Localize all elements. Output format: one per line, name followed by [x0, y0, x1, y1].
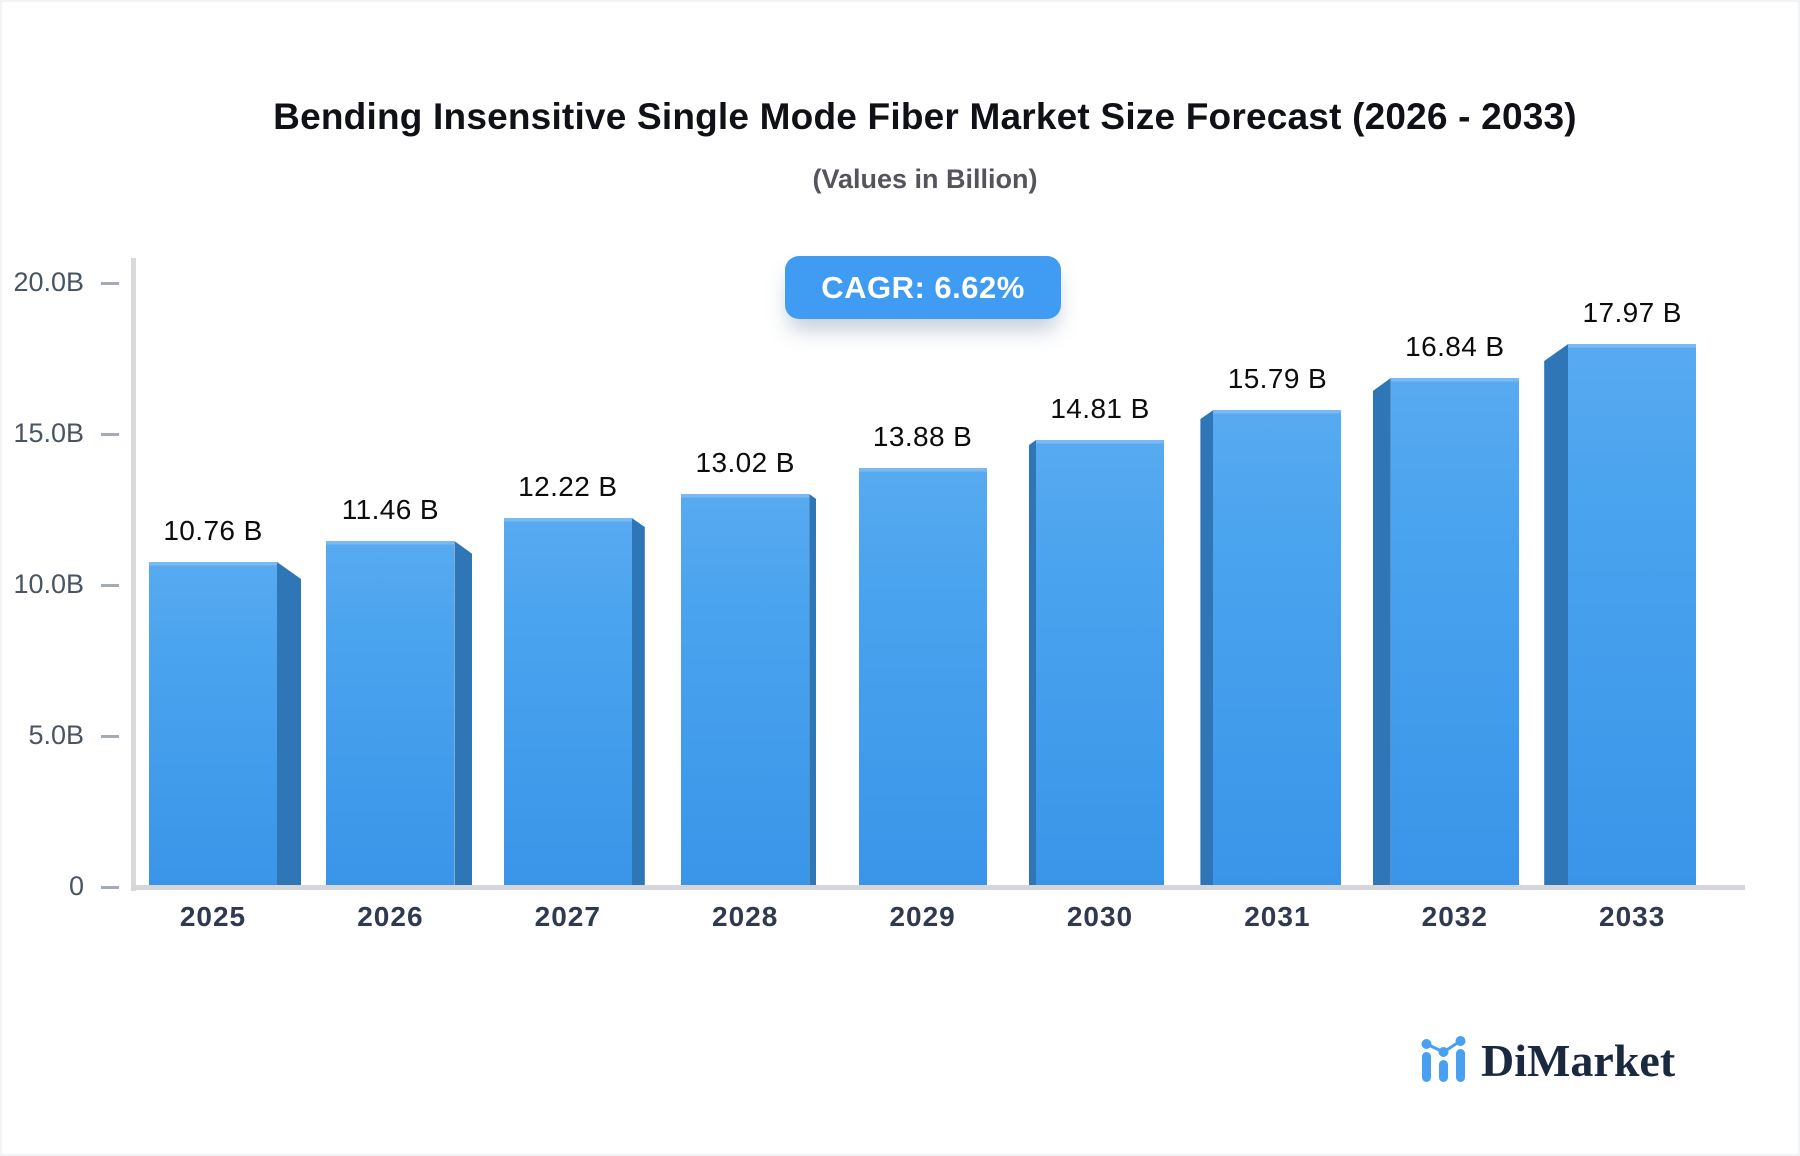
chart-title: Bending Insensitive Single Mode Fiber Ma… — [273, 96, 1577, 137]
value-label-2030: 14.81 B — [1050, 393, 1150, 424]
bar-2029 — [858, 468, 987, 887]
bar-face-2025 — [149, 562, 277, 887]
bar-2027 — [503, 518, 645, 887]
value-label-2026: 11.46 B — [341, 494, 440, 525]
x-label-2029: 2029 — [889, 901, 956, 932]
bar-2025 — [149, 562, 301, 887]
bar-side-2032 — [1372, 378, 1391, 887]
bar-2031 — [1200, 410, 1342, 887]
value-label-2029: 13.88 B — [872, 421, 973, 452]
bar-side-2033 — [1544, 344, 1569, 887]
y-tick-label: 10.0B — [13, 569, 84, 599]
bar-line-chart-icon — [1421, 1035, 1466, 1082]
bar-side-2028 — [809, 494, 817, 887]
y-tick-label: 5.0B — [28, 720, 84, 750]
bar-face-2032 — [1390, 378, 1519, 887]
x-label-2025: 2025 — [179, 901, 247, 932]
value-label-2025: 10.76 B — [163, 515, 263, 546]
bar-2026 — [326, 541, 473, 887]
x-label-2032: 2032 — [1421, 901, 1488, 932]
brand-logo-text: DiMarket — [1481, 1035, 1676, 1086]
y-tick-label: 15.0B — [13, 418, 84, 448]
x-label-2027: 2027 — [534, 901, 601, 932]
bar-face-2027 — [503, 518, 632, 887]
y-tick-dash — [101, 734, 119, 738]
bar-face-2028 — [681, 494, 810, 887]
value-label-2032: 16.84 B — [1405, 331, 1505, 362]
bar-side-2027 — [631, 518, 645, 887]
value-label-2028: 13.02 B — [695, 447, 795, 478]
x-label-2033: 2033 — [1599, 901, 1666, 932]
y-tick-dash — [101, 432, 119, 436]
bar-2030 — [1029, 440, 1164, 887]
cagr-badge: CAGR: 6.62% — [785, 256, 1061, 319]
bar-face-2026 — [326, 541, 455, 887]
x-label-2030: 2030 — [1066, 901, 1134, 932]
value-label-2031: 15.79 B — [1227, 363, 1328, 394]
bar-2032 — [1372, 378, 1519, 887]
y-tick-dash — [101, 885, 119, 889]
bar-face-2031 — [1213, 410, 1342, 887]
x-label-2026: 2026 — [357, 901, 424, 932]
chart-subtitle: (Values in Billion) — [812, 164, 1038, 194]
bar-face-2029 — [858, 468, 987, 887]
x-axis-line — [131, 885, 1745, 890]
bar-side-2025 — [277, 562, 301, 887]
x-label-2031: 2031 — [1244, 901, 1311, 932]
y-tick-label: 20.0B — [13, 267, 84, 297]
brand-logo: DiMarket — [1420, 1034, 1675, 1087]
bar-2028 — [681, 494, 817, 887]
value-label-2027: 12.22 B — [518, 471, 618, 502]
y-axis-line — [131, 258, 136, 891]
y-tick-dash — [101, 281, 119, 285]
bar-face-2030 — [1036, 440, 1164, 887]
bar-side-2030 — [1029, 440, 1036, 887]
bar-face-2033 — [1568, 344, 1697, 887]
bar-side-2031 — [1200, 410, 1214, 887]
bar-side-2026 — [454, 541, 473, 887]
y-tick-label: 0 — [68, 871, 84, 901]
value-label-2033: 17.97 B — [1582, 297, 1682, 328]
x-label-2028: 2028 — [712, 901, 779, 932]
y-tick-dash — [101, 583, 119, 587]
bar-2033 — [1544, 344, 1697, 887]
